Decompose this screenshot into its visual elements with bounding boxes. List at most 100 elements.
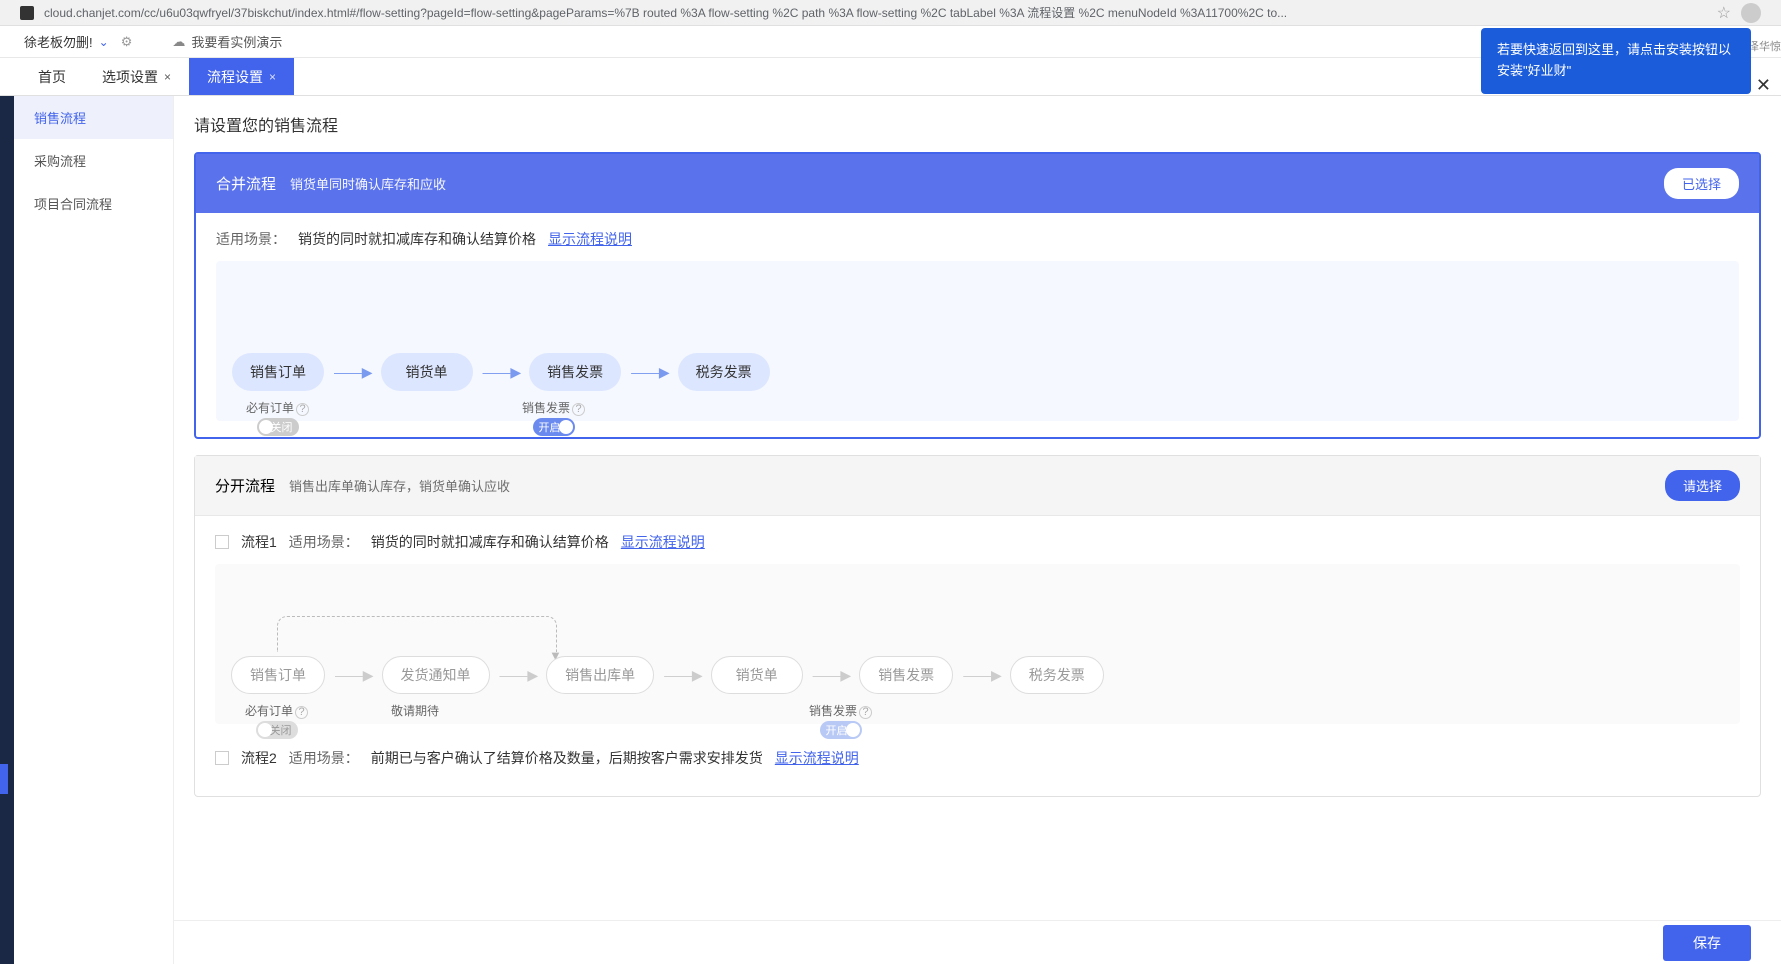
scenario-text: 销货的同时就扣减库存和确认结算价格 — [298, 229, 536, 249]
annotation-label: 销售发票 — [809, 704, 857, 718]
url-text: cloud.chanjet.com/cc/u6u03qwfryel/37bisk… — [44, 4, 1707, 21]
page-title: 请设置您的销售流程 — [194, 112, 1761, 136]
chevron-down-icon: ⌄ — [99, 35, 109, 49]
selected-button[interactable]: 已选择 — [1664, 168, 1739, 199]
help-icon[interactable]: ? — [295, 706, 308, 719]
tab-home[interactable]: 首页 — [20, 58, 84, 95]
flow-subtitle: 销货单同时确认库存和应收 — [290, 174, 446, 193]
save-button[interactable]: 保存 — [1663, 925, 1751, 961]
node-annotation-order: 必有订单? 关闭 — [245, 702, 308, 739]
flow-subtitle: 销售出库单确认库存，销货单确认应收 — [289, 476, 510, 495]
merge-flow-card: 合并流程 销货单同时确认库存和应收 已选择 适用场景： 销货的同时就扣减库存和确… — [194, 152, 1761, 439]
tooltip-close-icon[interactable]: ✕ — [1756, 75, 1771, 96]
arrow-icon: — — ▶ — [500, 667, 537, 684]
flow-node-order: 销售订单 — [232, 353, 324, 391]
diagram-row: 销售订单 — — ▶ 销货单 — — ▶ 销售发票 — — ▶ 税务发票 — [232, 353, 1723, 391]
show-flow-link[interactable]: 显示流程说明 — [621, 532, 705, 552]
scenario-row: 适用场景： 销货的同时就扣减库存和确认结算价格 显示流程说明 — [216, 229, 1739, 249]
arrow-icon: — — ▶ — [813, 667, 850, 684]
demo-link[interactable]: ☁ 我要看实例演示 — [172, 32, 282, 51]
content-area: 请设置您的销售流程 合并流程 销货单同时确认库存和应收 已选择 适用场景： 销货… — [174, 96, 1781, 964]
flow-node-order: 销售订单 — [231, 656, 325, 694]
left-rail — [0, 96, 14, 964]
dashed-arc — [277, 616, 557, 652]
sidebar-label: 项目合同流程 — [34, 197, 112, 212]
flow-title: 分开流程 — [215, 475, 275, 496]
tooltip-text: 若要快速返回到这里，请点击安装按钮以安装"好业财" — [1497, 42, 1731, 78]
flow-node-invoice: 销售发票 — [859, 656, 953, 694]
tab-label: 首页 — [38, 67, 66, 87]
node-annotation-order: 必有订单? 关闭 — [246, 399, 309, 436]
account-name: 徐老板勿删! — [24, 32, 93, 51]
arrow-icon: — — ▶ — [335, 667, 372, 684]
lock-icon — [20, 6, 34, 20]
diagram-row: 销售订单 — — ▶ 发货通知单 — — ▶ 销售出库单 — — ▶ 销货单 —… — [231, 656, 1724, 694]
help-icon[interactable]: ? — [572, 403, 585, 416]
close-icon[interactable]: × — [164, 70, 171, 84]
tab-flow-settings[interactable]: 流程设置 × — [189, 58, 294, 95]
diagram-area: 销售订单 — — ▶ 销货单 — — ▶ 销售发票 — — ▶ 税务发票 必有订… — [216, 261, 1739, 421]
footer-bar: 保存 — [174, 920, 1781, 964]
flow1-row: 流程1 适用场景： 销货的同时就扣减库存和确认结算价格 显示流程说明 — [215, 532, 1740, 552]
tab-label: 选项设置 — [102, 67, 158, 87]
scenario-text: 前期已与客户确认了结算价格及数量，后期按客户需求安排发货 — [371, 748, 763, 768]
flow-title: 合并流程 — [216, 173, 276, 194]
main-layout: 销售流程 采购流程 项目合同流程 请设置您的销售流程 合并流程 销货单同时确认库… — [0, 96, 1781, 964]
flow-node-ship-notice: 发货通知单 — [382, 656, 490, 694]
tab-label: 流程设置 — [207, 67, 263, 87]
arrow-icon: — — ▶ — [483, 364, 520, 381]
merge-flow-header: 合并流程 销货单同时确认库存和应收 已选择 — [196, 154, 1759, 213]
scenario-label: 适用场景： — [216, 229, 286, 249]
annotation-label: 必有订单 — [246, 401, 294, 415]
help-icon[interactable]: ? — [859, 706, 872, 719]
tab-options[interactable]: 选项设置 × — [84, 58, 189, 95]
annotation-label: 必有订单 — [245, 704, 293, 718]
flow2-checkbox[interactable] — [215, 751, 229, 765]
demo-link-text: 我要看实例演示 — [191, 32, 282, 51]
node-annotation-invoice: 销售发票? 开启 — [522, 399, 585, 436]
flow-node-invoice: 销售发票 — [529, 353, 621, 391]
toggle-must-order[interactable]: 关闭 — [256, 721, 298, 739]
extension-icon[interactable] — [1741, 3, 1761, 23]
toggle-invoice[interactable]: 开启 — [533, 418, 575, 436]
arrow-icon: — — ▶ — [664, 667, 701, 684]
diagram-area-flow1: ▼ 销售订单 — — ▶ 发货通知单 — — ▶ 销售出库单 — — ▶ 销货单… — [215, 564, 1740, 724]
split-flow-header: 分开流程 销售出库单确认库存，销货单确认应收 请选择 — [195, 456, 1760, 516]
scenario-label: 适用场景： — [289, 532, 359, 552]
toggle-con[interactable]: 开启 — [820, 721, 862, 739]
account-selector[interactable]: 徐老板勿删! ⌄ — [24, 32, 109, 51]
annotation-label: 敬请期待 — [391, 702, 439, 719]
arrow-icon: — — ▶ — [334, 364, 371, 381]
sidebar-label: 采购流程 — [34, 154, 86, 169]
sidebar-item-contract[interactable]: 项目合同流程 — [14, 182, 173, 225]
scenario-text: 销货的同时就扣减库存和确认结算价格 — [371, 532, 609, 552]
node-annotation-invoice: 销售发票? 开启 — [809, 702, 872, 739]
flow1-checkbox[interactable] — [215, 535, 229, 549]
sidebar: 销售流程 采购流程 项目合同流程 — [14, 96, 174, 964]
flow2-row: 流程2 适用场景： 前期已与客户确认了结算价格及数量，后期按客户需求安排发货 显… — [215, 748, 1740, 768]
arrow-icon: — — ▶ — [963, 667, 1000, 684]
show-flow-link[interactable]: 显示流程说明 — [775, 748, 859, 768]
node-annotation-ship: 敬请期待 — [391, 702, 439, 719]
help-icon[interactable]: ? — [296, 403, 309, 416]
flow-body: 流程1 适用场景： 销货的同时就扣减库存和确认结算价格 显示流程说明 ▼ 销售订… — [195, 516, 1760, 796]
split-flow-card: 分开流程 销售出库单确认库存，销货单确认应收 请选择 流程1 适用场景： 销货的… — [194, 455, 1761, 797]
flow-body: 适用场景： 销货的同时就扣减库存和确认结算价格 显示流程说明 销售订单 — — … — [196, 213, 1759, 437]
flow-node-tax: 税务发票 — [1010, 656, 1104, 694]
scenario-label: 适用场景： — [289, 748, 359, 768]
sidebar-item-purchase[interactable]: 采购流程 — [14, 139, 173, 182]
star-icon[interactable]: ☆ — [1717, 3, 1731, 23]
cloud-icon: ☁ — [172, 34, 185, 50]
select-button[interactable]: 请选择 — [1665, 470, 1740, 501]
arrow-icon: — — ▶ — [631, 364, 668, 381]
show-flow-link[interactable]: 显示流程说明 — [548, 229, 632, 249]
annotation-label: 销售发票 — [522, 401, 570, 415]
gear-icon[interactable]: ⚙ — [121, 34, 133, 50]
close-icon[interactable]: × — [269, 70, 276, 84]
sidebar-item-sales[interactable]: 销售流程 — [14, 96, 173, 139]
toggle-must-order[interactable]: 关闭 — [257, 418, 299, 436]
flow1-name: 流程1 — [241, 532, 277, 552]
flow-node-outbound: 销售出库单 — [546, 656, 654, 694]
install-tooltip: 若要快速返回到这里，请点击安装按钮以安装"好业财" — [1481, 28, 1751, 94]
flow2-name: 流程2 — [241, 748, 277, 768]
